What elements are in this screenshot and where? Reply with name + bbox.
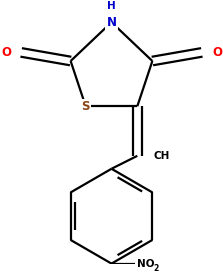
Text: O: O <box>1 46 11 59</box>
Text: NO: NO <box>137 259 155 269</box>
Text: 2: 2 <box>154 264 159 273</box>
Text: N: N <box>107 16 116 29</box>
Text: CH: CH <box>154 151 170 161</box>
Text: O: O <box>212 46 222 59</box>
Text: S: S <box>81 100 90 113</box>
Text: H: H <box>107 1 116 11</box>
